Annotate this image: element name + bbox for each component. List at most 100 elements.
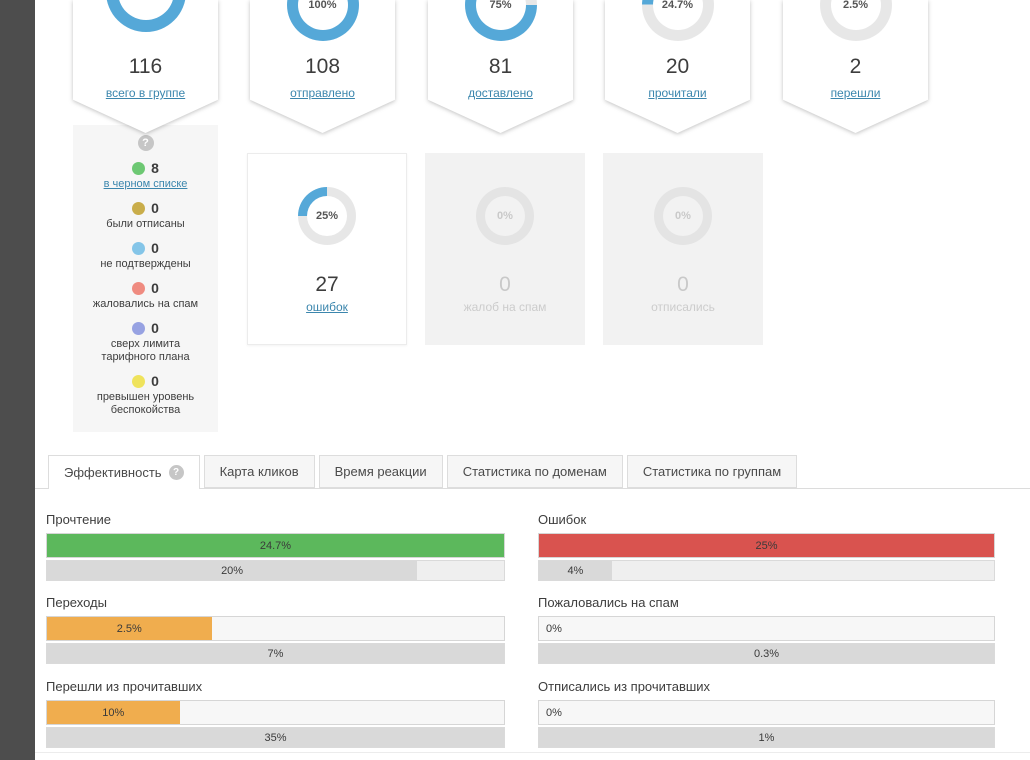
- stat-card-sent: 100% 108 отправлено: [250, 0, 395, 133]
- donut-chart-sent: 100%: [286, 0, 359, 41]
- stat-value: 20: [665, 55, 690, 78]
- metric-clicks: Переходы 2.5% 7%: [46, 595, 505, 664]
- help-icon[interactable]: ?: [168, 465, 184, 480]
- section-divider: [35, 752, 1030, 753]
- legend-dot: [132, 281, 146, 295]
- donut-percent: 0%: [497, 210, 513, 222]
- stat-card-total: 116 всего в группе: [73, 0, 218, 133]
- metric-spam-complaints: Пожаловались на спам 0% 0.3%: [538, 595, 995, 664]
- legend-dot: [132, 374, 146, 388]
- legend-item-anxiety-level: 0 превышен уровень беспокойства: [73, 373, 218, 417]
- bar-average: 4%: [567, 564, 584, 577]
- stat-card-delivered: 75% 81 доставлено: [428, 0, 573, 133]
- legend-item-over-limit: 0 сверх лимита тарифного плана: [73, 320, 218, 364]
- tab-label: Статистика по доменам: [462, 464, 607, 479]
- legend-value: 0: [151, 373, 159, 389]
- tabs-divider: [35, 488, 1030, 489]
- stat-value: 116: [128, 55, 163, 78]
- stat-link-spam: жалоб на спам: [463, 300, 547, 314]
- metric-average-bar: 20%: [46, 560, 505, 581]
- metric-clicks-from-readers: Перешли из прочитавших 10% 35%: [46, 679, 505, 748]
- bar-fill: [47, 701, 180, 724]
- legend-value: 0: [151, 200, 159, 216]
- stat-value: 108: [304, 55, 341, 78]
- bar-fill: [539, 644, 994, 663]
- metric-average-bar: 7%: [46, 643, 505, 664]
- metric-title: Переходы: [46, 595, 107, 610]
- legend-label: жаловались на спам: [92, 298, 199, 310]
- tab-label: Статистика по группам: [642, 464, 782, 479]
- stat-link-total[interactable]: всего в группе: [105, 86, 186, 100]
- stat-link-errors[interactable]: ошибок: [306, 300, 348, 314]
- tab-reaction-time[interactable]: Время реакции: [318, 455, 443, 488]
- legend-link-blacklist[interactable]: в черном списке: [103, 178, 188, 190]
- legend-value: 0: [151, 240, 159, 256]
- donut-chart-clicked: 2.5%: [819, 0, 892, 41]
- tab-click-map[interactable]: Карта кликов: [203, 455, 315, 488]
- bar-fill: [47, 561, 418, 580]
- legend-value: 0: [151, 320, 159, 336]
- legend-label: были отписаны: [106, 218, 185, 230]
- bar-fill: [47, 728, 504, 747]
- metric-average-bar: 0.3%: [538, 643, 995, 664]
- stat-card-read: 24.7% 20 прочитали: [605, 0, 750, 133]
- left-edge-panel: [0, 0, 35, 760]
- metric-value-bar: 2.5%: [46, 616, 505, 641]
- metric-title: Отписались из прочитавших: [538, 679, 711, 694]
- legend-label: не подтверждены: [100, 258, 191, 270]
- main-content: 116 всего в группе 100% 108 отправлено 7…: [35, 0, 1030, 760]
- help-icon[interactable]: ?: [137, 135, 154, 151]
- bar-fill: [539, 728, 994, 747]
- bar-average: 7%: [267, 647, 284, 660]
- metric-read: Прочтение 24.7% 20%: [46, 512, 505, 581]
- metric-title: Прочтение: [46, 512, 111, 527]
- legend-value: 0: [151, 280, 159, 296]
- stat-card-spam-complaints: 0% 0 жалоб на спам: [425, 153, 585, 345]
- tab-effectiveness[interactable]: Эффективность ?: [48, 455, 200, 489]
- donut-percent: 25%: [315, 210, 339, 222]
- stat-value: 0: [499, 273, 511, 296]
- bar-average: 35%: [264, 731, 287, 744]
- metric-average-bar: 4%: [538, 560, 995, 581]
- bar-fill: [47, 534, 504, 557]
- metric-errors: Ошибок 25% 4%: [538, 512, 995, 581]
- tab-label: Эффективность: [64, 465, 162, 480]
- bar-value: 24.7%: [259, 539, 292, 552]
- stat-value: 27: [315, 273, 339, 296]
- group-breakdown-panel: ? 8 в черном списке 0 были отписаны 0: [73, 125, 218, 432]
- stat-link-read[interactable]: прочитали: [648, 86, 707, 100]
- bar-average: 1%: [758, 731, 775, 744]
- legend-dot: [132, 241, 146, 255]
- stat-link-delivered[interactable]: доставлено: [468, 86, 533, 100]
- bar-average: 20%: [221, 564, 244, 577]
- bar-fill: [47, 644, 504, 663]
- tab-group-stats[interactable]: Статистика по группам: [626, 455, 798, 488]
- bar-value: 25%: [755, 539, 778, 552]
- metric-title: Перешли из прочитавших: [46, 679, 203, 694]
- donut-chart-read: 24.7%: [641, 0, 714, 41]
- metric-value-bar: 0%: [538, 700, 995, 725]
- stat-card-unsubscribed: 0% 0 отписались: [603, 153, 763, 345]
- legend-value: 8: [151, 160, 159, 176]
- stat-value: 81: [488, 55, 513, 78]
- stat-link-sent[interactable]: отправлено: [290, 86, 355, 100]
- bar-fill: [539, 561, 612, 580]
- metric-value-bar: 10%: [46, 700, 505, 725]
- metric-average-bar: 1%: [538, 727, 995, 748]
- stat-link-clicked[interactable]: перешли: [830, 86, 881, 100]
- metric-value-bar: 24.7%: [46, 533, 505, 558]
- stat-card-errors: 25% 27 ошибок: [247, 153, 407, 345]
- legend-label: превышен уровень беспокойства: [96, 391, 195, 416]
- bar-value: 2.5%: [116, 622, 142, 635]
- donut-chart-total: [105, 0, 186, 32]
- tab-domain-stats[interactable]: Статистика по доменам: [446, 455, 623, 488]
- bar-value: 0%: [546, 622, 562, 635]
- legend-item-blacklist: 8 в черном списке: [73, 160, 218, 191]
- tab-label: Время реакции: [334, 464, 427, 479]
- metric-value-bar: 25%: [538, 533, 995, 558]
- donut-chart-errors: 25%: [298, 187, 356, 245]
- bar-value: 0%: [546, 706, 562, 719]
- legend-item-unconfirmed: 0 не подтверждены: [73, 240, 218, 271]
- legend-dot: [132, 321, 146, 335]
